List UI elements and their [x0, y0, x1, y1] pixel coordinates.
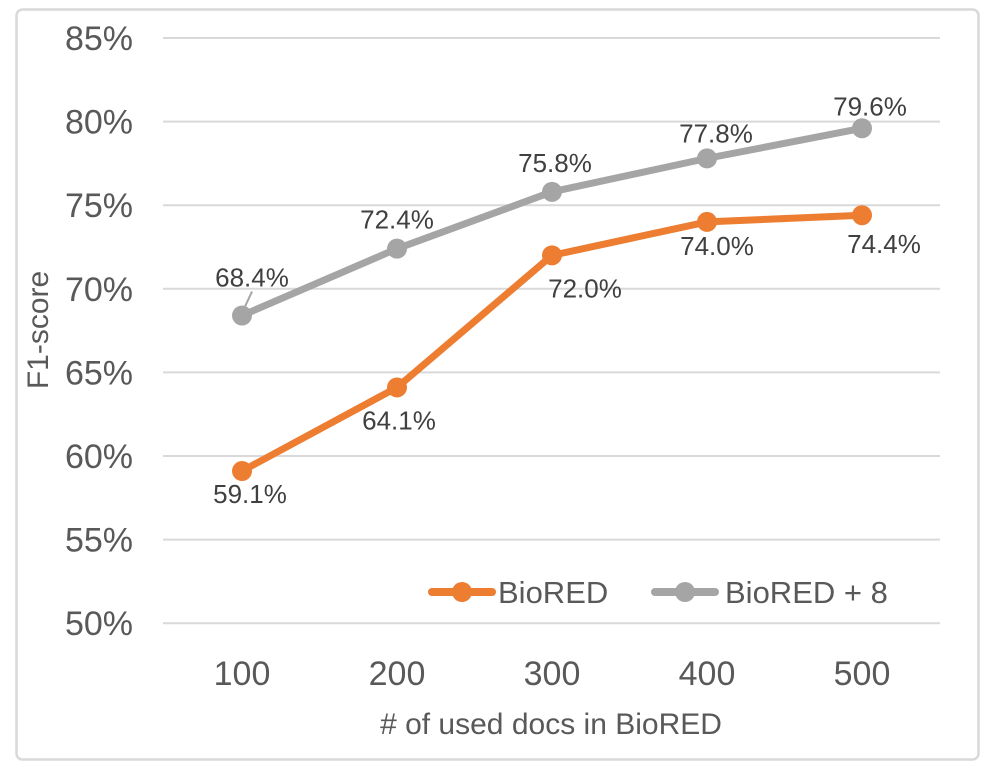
data-label-biored: 74.0%	[680, 231, 754, 261]
chart-frame	[15, 8, 980, 761]
data-label-leader-line	[244, 291, 253, 307]
data-point-marker-biored-plus-8	[852, 118, 872, 139]
x-axis-title: # of used docs in BioRED	[380, 708, 722, 741]
legend-label-biored-plus-8: BioRED + 8	[725, 575, 888, 610]
data-point-marker-biored	[852, 205, 872, 226]
data-label-biored: 74.4%	[847, 229, 921, 259]
data-label-biored-plus-8: 68.4%	[215, 263, 289, 293]
data-point-marker-biored	[387, 377, 407, 398]
data-label-biored: 59.1%	[213, 479, 287, 509]
data-point-marker-biored	[232, 461, 252, 482]
data-point-marker-biored-plus-8	[542, 181, 562, 202]
data-label-biored: 64.1%	[362, 405, 436, 435]
legend-swatch-marker-biored-plus-8	[675, 582, 695, 602]
x-tick-label: 400	[679, 655, 736, 693]
data-point-marker-biored	[697, 211, 717, 232]
y-tick-label: 55%	[65, 522, 133, 560]
y-axis-title: F1-score	[22, 271, 55, 389]
x-tick-label: 100	[214, 655, 271, 693]
legend-swatch-marker-biored	[452, 582, 472, 602]
y-tick-label: 80%	[65, 104, 133, 142]
data-point-marker-biored-plus-8	[387, 238, 407, 259]
data-label-biored-plus-8: 77.8%	[679, 118, 753, 148]
data-label-biored: 72.0%	[548, 273, 622, 303]
y-tick-label: 65%	[65, 354, 133, 392]
data-point-marker-biored-plus-8	[232, 305, 252, 326]
y-tick-label: 50%	[65, 605, 133, 643]
data-label-biored-plus-8: 79.6%	[833, 91, 907, 121]
y-tick-label: 75%	[65, 187, 133, 225]
y-tick-label: 70%	[65, 271, 133, 309]
legend-label-biored: BioRED	[498, 575, 608, 610]
y-tick-label: 85%	[65, 20, 133, 58]
data-point-marker-biored-plus-8	[697, 148, 717, 169]
x-tick-label: 500	[834, 655, 891, 693]
x-tick-label: 200	[369, 655, 426, 693]
data-label-biored-plus-8: 75.8%	[518, 148, 592, 178]
x-tick-label: 300	[524, 655, 581, 693]
data-label-biored-plus-8: 72.4%	[360, 205, 434, 235]
y-tick-label: 60%	[65, 438, 133, 476]
data-point-marker-biored	[542, 245, 562, 266]
